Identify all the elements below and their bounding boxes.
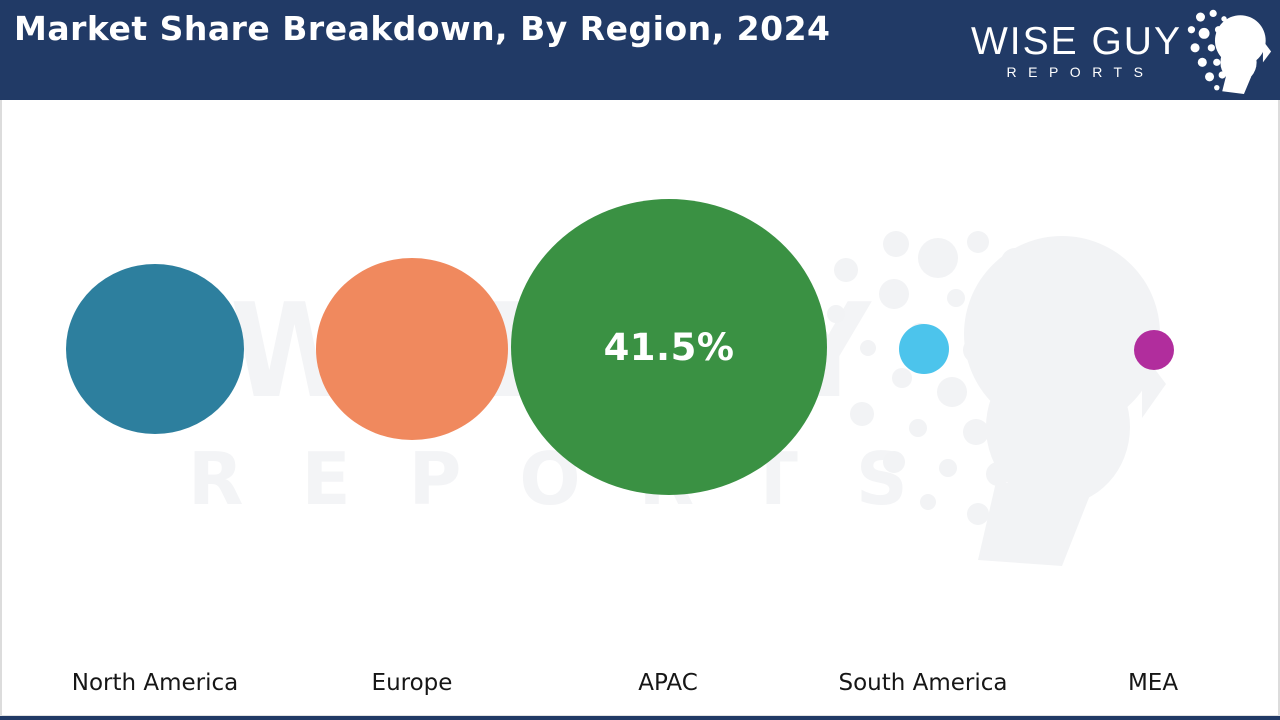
apac-value-label: 41.5%	[603, 325, 735, 369]
watermark-reports: REPORTS	[188, 437, 966, 521]
brand-subtitle: REPORTS	[1006, 63, 1155, 80]
page-title: Market Share Breakdown, By Region, 2024	[14, 9, 831, 48]
label-mea: MEA	[1127, 670, 1179, 696]
header: Market Share Breakdown, By Region, 2024 …	[0, 0, 1280, 100]
brand-wordmark: WISE GUY REPORTS	[970, 20, 1182, 80]
brand-logo: WISE GUY REPORTS	[971, 5, 1272, 97]
bubble-north-america	[66, 264, 244, 434]
label-north-america: North America	[71, 670, 239, 696]
watermark-face-icon	[827, 231, 1166, 566]
brand-name: WISE GUY	[970, 20, 1182, 64]
bubble-apac: 41.5%	[511, 199, 827, 495]
label-apac: APAC	[638, 670, 698, 696]
bubble-south-america	[899, 324, 949, 374]
brand-face-icon	[1187, 9, 1272, 94]
label-europe: Europe	[371, 670, 453, 696]
label-south-america: South America	[838, 670, 1008, 696]
bubble-mea	[1134, 330, 1174, 370]
bottom-bar	[0, 715, 1280, 720]
chart-area: WISE GUY REPORTS 41.5%	[0, 100, 1280, 715]
bubble-europe	[316, 258, 508, 440]
